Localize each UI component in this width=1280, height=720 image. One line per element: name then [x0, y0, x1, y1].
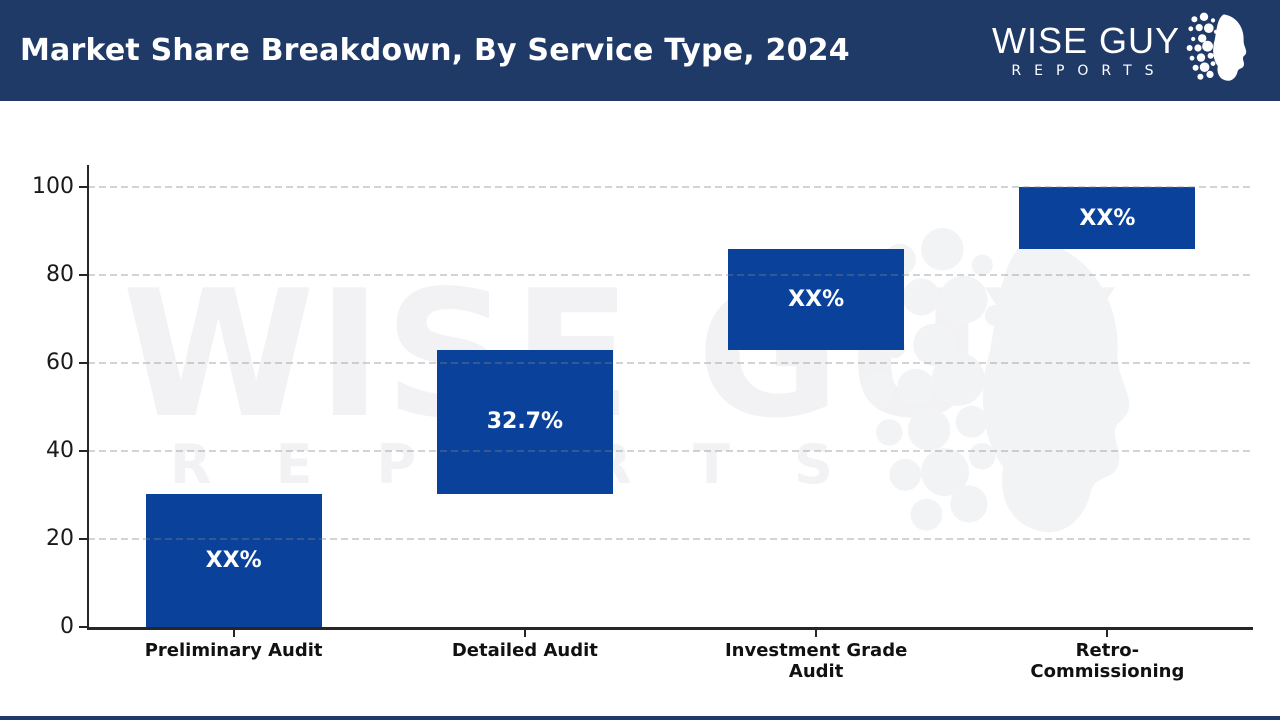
x-axis [87, 627, 1253, 630]
y-tick-label: 0 [60, 614, 74, 639]
gridline [88, 186, 1253, 188]
x-tickmark [232, 629, 235, 637]
bar-segment: 32.7% [436, 349, 613, 494]
x-category-label: Detailed Audit [451, 640, 598, 661]
y-tickmark [79, 362, 87, 364]
gridline [88, 538, 1253, 540]
gridline [88, 274, 1253, 276]
y-tickmark [79, 626, 87, 628]
bar-value-label: XX% [205, 547, 262, 573]
page-title: Market Share Breakdown, By Service Type,… [20, 33, 850, 68]
x-category-label: Retro- Commissioning [1030, 640, 1185, 682]
y-tick-label: 20 [46, 526, 74, 551]
y-tick-label: 80 [46, 262, 74, 287]
bar-segment: XX% [1019, 187, 1196, 250]
footer-strip [0, 716, 1280, 720]
x-tickmark [1106, 629, 1109, 637]
x-tickmark [523, 629, 526, 637]
gridline [88, 450, 1253, 452]
x-category-label: Investment Grade Audit [724, 640, 908, 682]
brand-subname: REPORTS [1011, 63, 1167, 79]
y-tickmark [79, 538, 87, 540]
brand-face-icon [1186, 12, 1247, 81]
bar-value-label: 32.7% [486, 409, 564, 435]
y-tickmark [79, 274, 87, 276]
bar-segment: XX% [728, 249, 905, 350]
bar-value-label: XX% [788, 286, 845, 312]
y-tick-label: 60 [46, 350, 74, 375]
y-axis [87, 165, 89, 629]
x-tickmark [815, 629, 818, 637]
bar-value-label: XX% [1079, 205, 1136, 231]
y-tick-label: 100 [32, 174, 74, 199]
x-category-label: Preliminary Audit [144, 640, 323, 661]
y-tick-label: 40 [46, 438, 74, 463]
y-tickmark [79, 186, 87, 188]
brand-name: WISE GUY [991, 20, 1180, 61]
bar-segment: XX% [145, 493, 322, 627]
brand-logo: WISE GUY REPORTS [992, 11, 1258, 91]
brand-logo-text: WISE GUY REPORTS [991, 20, 1180, 79]
y-tickmark [79, 450, 87, 452]
header: Market Share Breakdown, By Service Type,… [0, 0, 1280, 101]
gridline [88, 362, 1253, 364]
